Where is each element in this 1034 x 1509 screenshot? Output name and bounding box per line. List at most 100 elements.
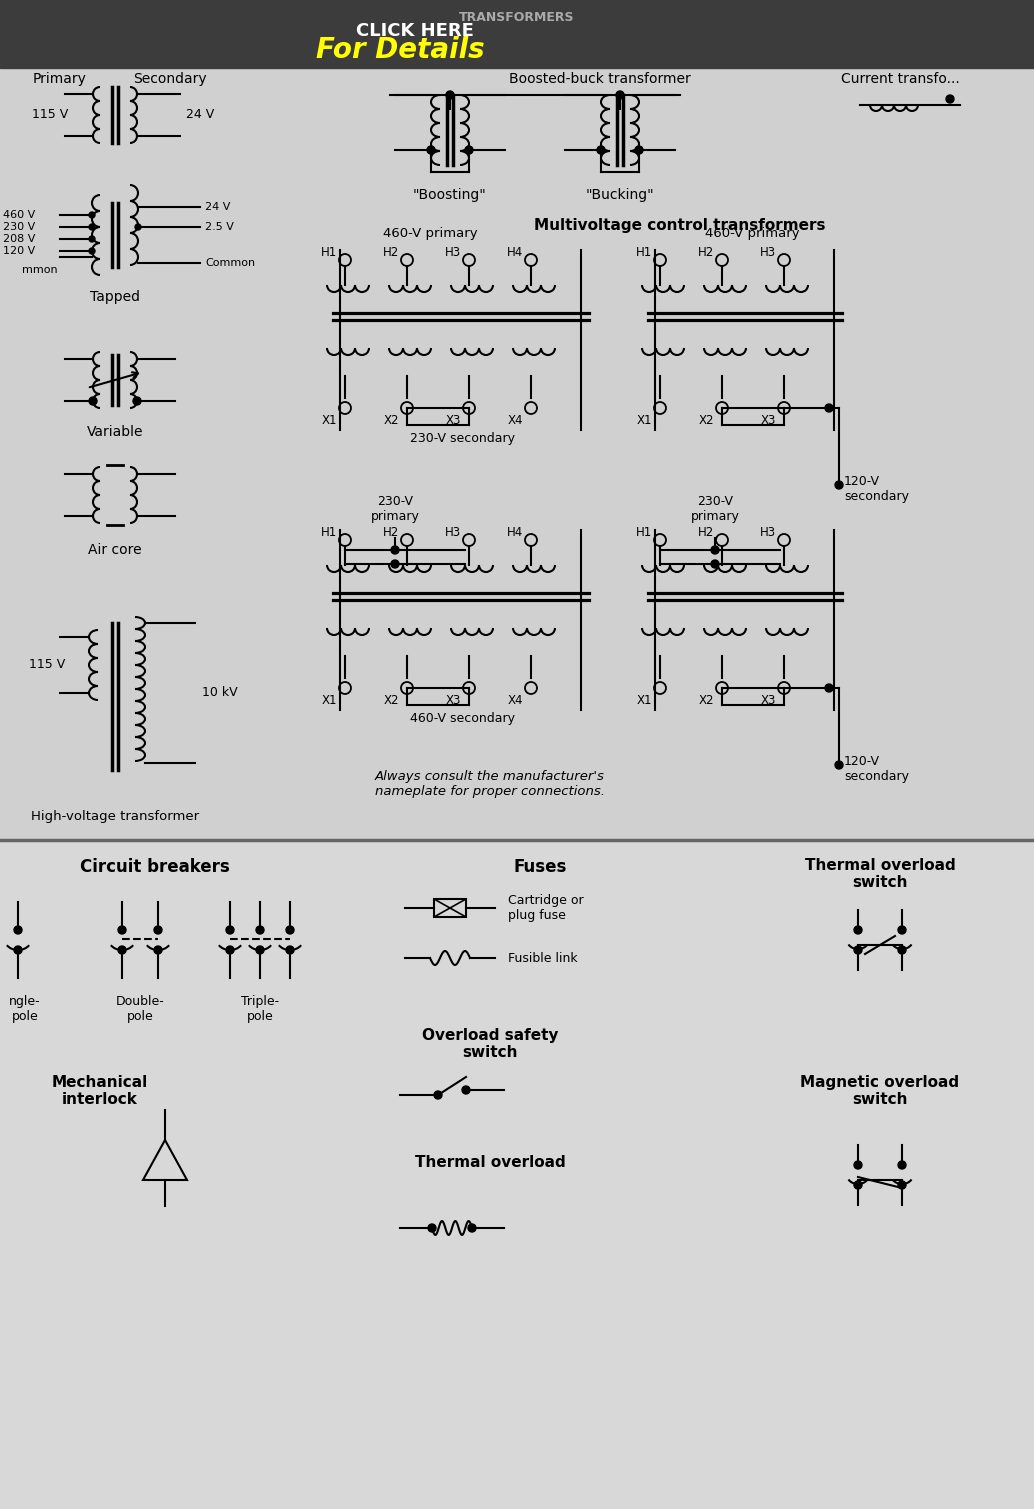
Circle shape [462, 1086, 470, 1094]
Text: H3: H3 [445, 525, 461, 539]
Circle shape [898, 1182, 906, 1189]
Text: Secondary: Secondary [133, 72, 207, 86]
Text: CLICK HERE: CLICK HERE [356, 23, 474, 41]
Text: Overload safety
switch: Overload safety switch [422, 1028, 558, 1061]
Text: X1: X1 [322, 694, 337, 706]
Circle shape [286, 927, 294, 934]
Text: ngle-
pole: ngle- pole [9, 994, 40, 1023]
Circle shape [635, 146, 643, 154]
Text: 460-V primary: 460-V primary [705, 226, 799, 240]
Bar [434, 899, 466, 917]
Text: Air core: Air core [88, 543, 142, 557]
Text: 230 V: 230 V [3, 222, 35, 232]
Circle shape [854, 946, 862, 954]
Circle shape [89, 397, 97, 404]
Text: X4: X4 [508, 413, 523, 427]
Text: 460 V: 460 V [3, 210, 35, 220]
Text: Triple-
pole: Triple- pole [241, 994, 279, 1023]
Text: H2: H2 [698, 246, 714, 258]
Text: 208 V: 208 V [3, 234, 35, 244]
Circle shape [89, 247, 95, 254]
Circle shape [446, 91, 454, 100]
Circle shape [854, 1182, 862, 1189]
Text: 115 V: 115 V [32, 109, 68, 122]
Circle shape [226, 946, 234, 954]
Text: X4: X4 [508, 694, 523, 706]
Text: X1: X1 [322, 413, 337, 427]
Bar [0, 0, 1034, 68]
Text: "Bucking": "Bucking" [585, 189, 655, 202]
Text: H2: H2 [383, 246, 399, 258]
Text: X3: X3 [446, 694, 461, 706]
Text: Common: Common [205, 258, 255, 269]
Text: For Details: For Details [315, 36, 484, 63]
Circle shape [854, 1160, 862, 1169]
Text: mmon: mmon [22, 266, 58, 275]
Circle shape [898, 946, 906, 954]
Circle shape [428, 1224, 436, 1231]
Circle shape [597, 146, 605, 154]
Text: 460-V secondary: 460-V secondary [410, 712, 516, 724]
Text: 230-V
primary: 230-V primary [370, 495, 420, 524]
Text: TRANSFORMERS: TRANSFORMERS [459, 11, 575, 24]
Circle shape [825, 684, 833, 693]
Text: H3: H3 [760, 525, 776, 539]
Text: H1: H1 [321, 246, 337, 258]
Text: 24 V: 24 V [186, 109, 214, 122]
Text: Magnetic overload
switch: Magnetic overload switch [800, 1074, 960, 1108]
Text: H4: H4 [507, 525, 523, 539]
Text: H1: H1 [321, 525, 337, 539]
Text: Double-
pole: Double- pole [116, 994, 164, 1023]
Text: H3: H3 [760, 246, 776, 258]
Text: Fuses: Fuses [513, 859, 567, 877]
Text: Always consult the manufacturer's
nameplate for proper connections.: Always consult the manufacturer's namepl… [375, 770, 605, 798]
Text: 115 V: 115 V [29, 658, 65, 672]
Text: 230-V secondary: 230-V secondary [410, 432, 516, 445]
Bar [0, 841, 1034, 1509]
Text: 120-V
secondary: 120-V secondary [844, 754, 909, 783]
Circle shape [427, 146, 435, 154]
Circle shape [391, 546, 399, 554]
Text: H4: H4 [507, 246, 523, 258]
Circle shape [135, 223, 141, 229]
Circle shape [89, 211, 95, 217]
Circle shape [711, 546, 719, 554]
Circle shape [835, 481, 843, 489]
Circle shape [616, 91, 624, 100]
Text: Cartridge or
plug fuse: Cartridge or plug fuse [508, 893, 583, 922]
Circle shape [133, 397, 141, 404]
Circle shape [89, 223, 95, 229]
Text: X2: X2 [384, 413, 399, 427]
Circle shape [434, 1091, 442, 1099]
Text: X3: X3 [761, 413, 776, 427]
Text: Boosted-buck transformer: Boosted-buck transformer [509, 72, 691, 86]
Text: X1: X1 [637, 694, 652, 706]
Circle shape [835, 761, 843, 770]
Circle shape [286, 946, 294, 954]
Text: 120 V: 120 V [3, 246, 35, 257]
Text: 24 V: 24 V [205, 202, 231, 211]
Text: Variable: Variable [87, 426, 144, 439]
Text: "Boosting": "Boosting" [414, 189, 487, 202]
Text: Fusible link: Fusible link [508, 952, 578, 964]
Circle shape [898, 927, 906, 934]
Text: X2: X2 [384, 694, 399, 706]
Circle shape [14, 927, 22, 934]
Text: 10 kV: 10 kV [203, 687, 238, 700]
Text: 2.5 V: 2.5 V [205, 222, 234, 232]
Text: Circuit breakers: Circuit breakers [80, 859, 230, 877]
Text: X2: X2 [699, 413, 714, 427]
Text: High-voltage transformer: High-voltage transformer [31, 810, 200, 822]
Text: Multivoltage control transformers: Multivoltage control transformers [535, 217, 826, 232]
Circle shape [154, 946, 162, 954]
Circle shape [711, 560, 719, 567]
Text: Thermal overload
switch: Thermal overload switch [804, 859, 955, 890]
Text: H1: H1 [636, 246, 652, 258]
Circle shape [14, 946, 22, 954]
Text: 460-V primary: 460-V primary [383, 226, 478, 240]
Circle shape [468, 1224, 476, 1231]
Text: 120-V
secondary: 120-V secondary [844, 475, 909, 502]
Circle shape [256, 946, 264, 954]
Text: 230-V
primary: 230-V primary [691, 495, 739, 524]
Text: X3: X3 [761, 694, 776, 706]
